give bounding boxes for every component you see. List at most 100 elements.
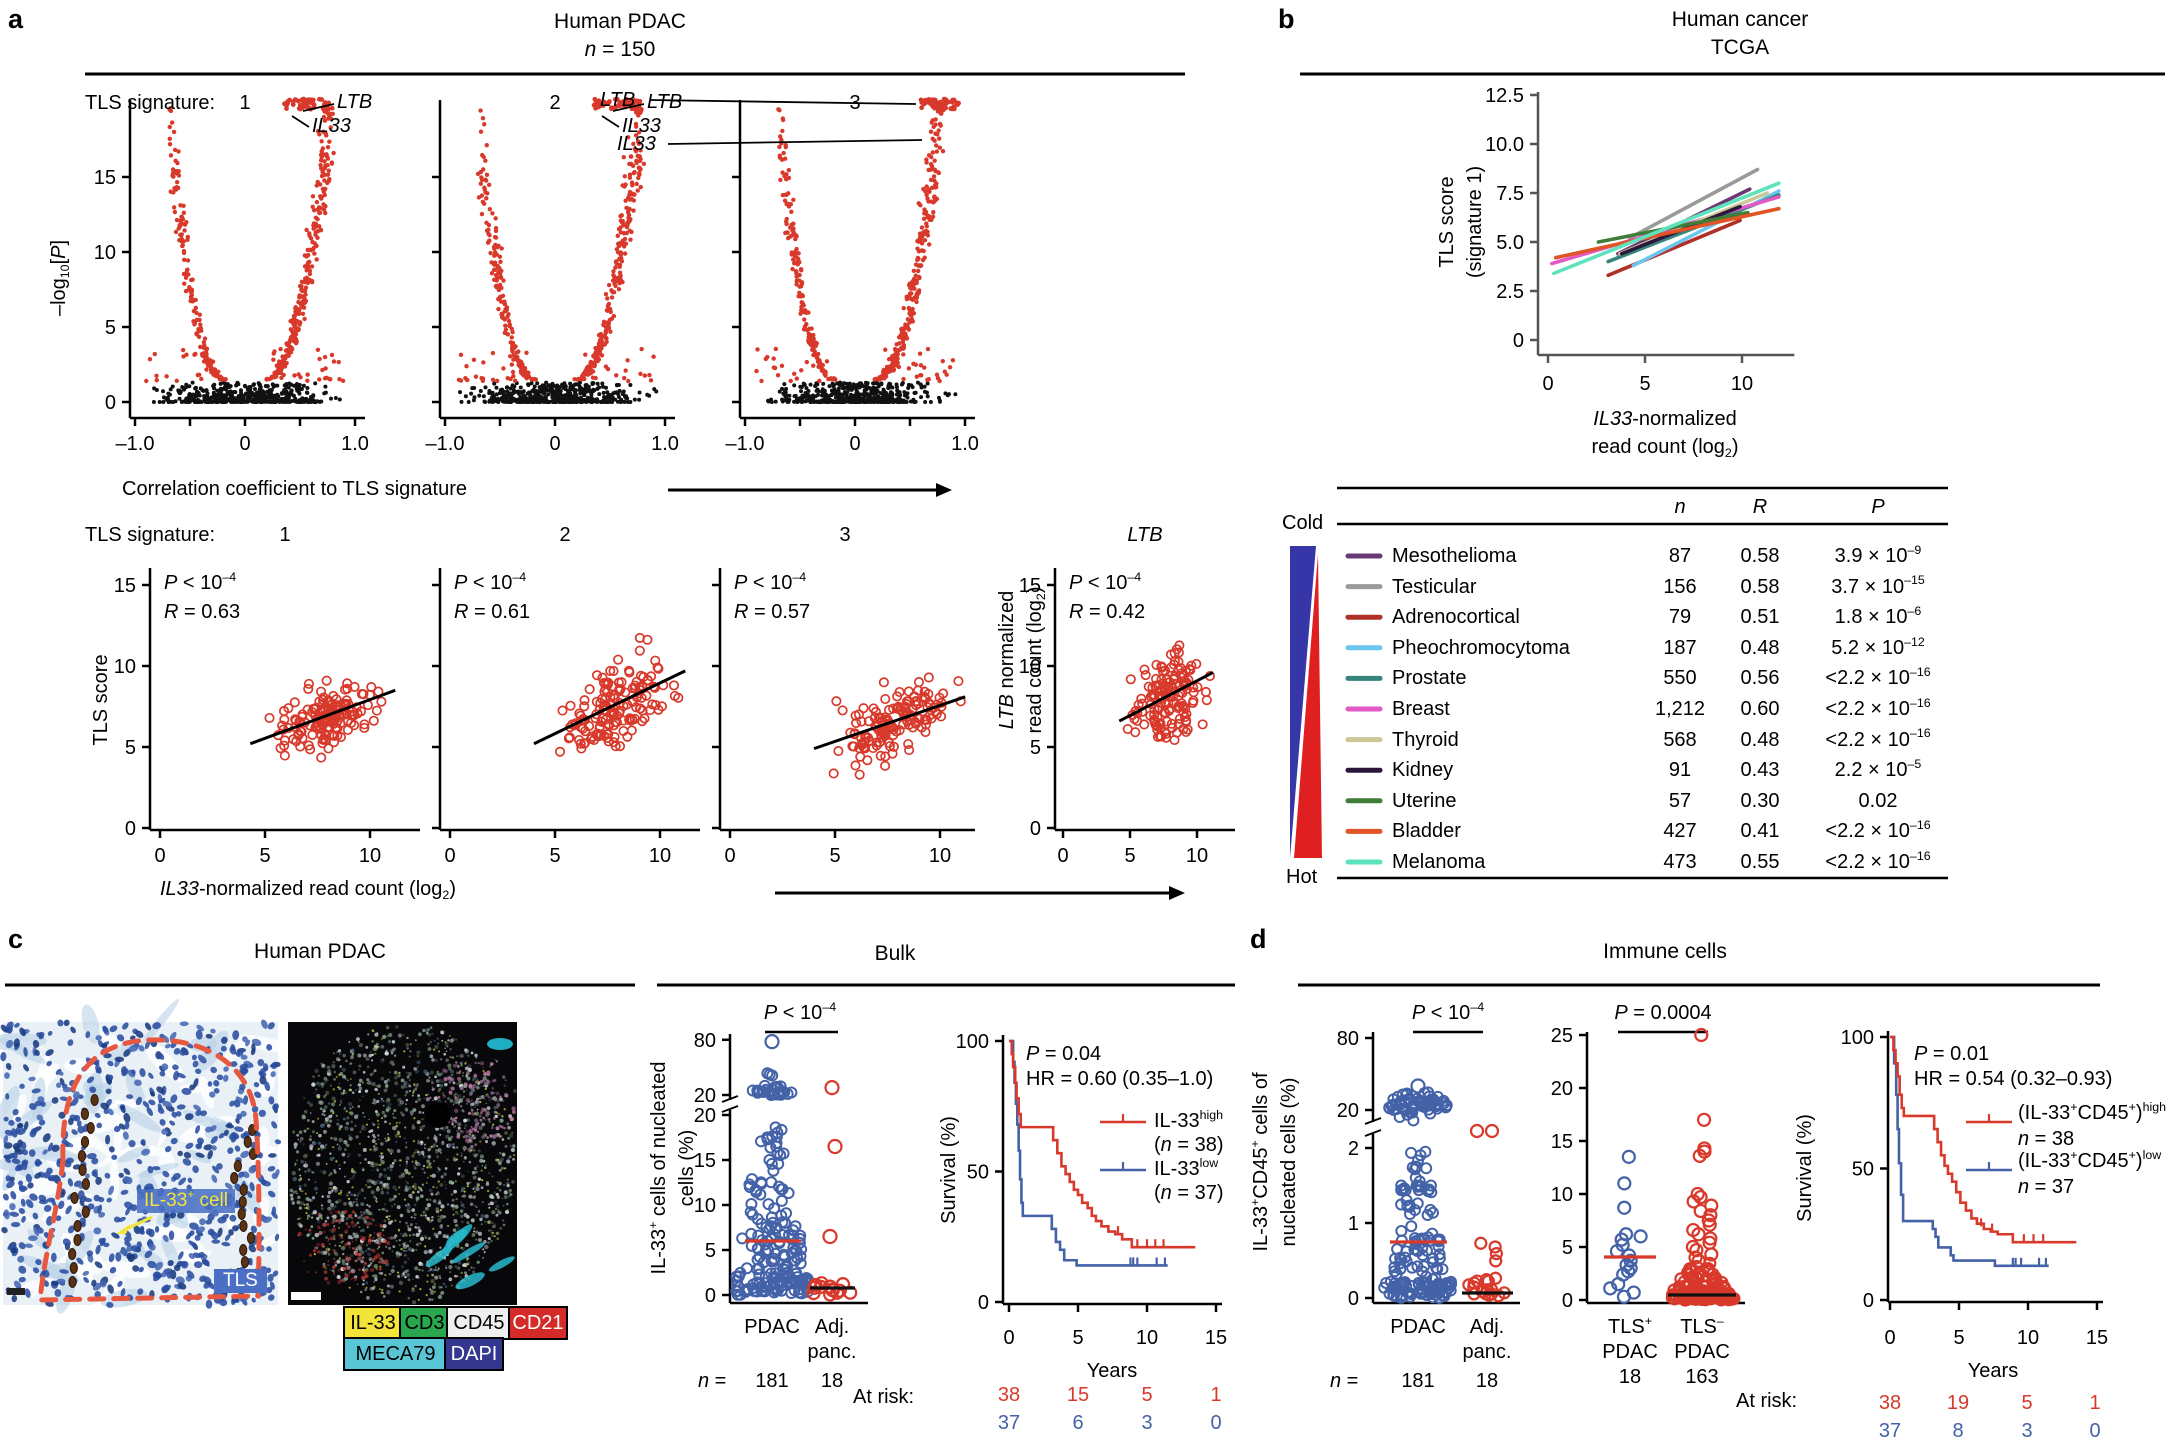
d-km-hr-value: HR = 0.54 (0.32–0.93) bbox=[1914, 1068, 2113, 1090]
at-risk-high-value: 15 bbox=[1066, 1384, 1090, 1406]
svg-text:10: 10 bbox=[1731, 373, 1753, 395]
tls-signature-1: 1 bbox=[239, 92, 251, 114]
c-km-legend-low: IL-33low bbox=[1154, 1155, 1219, 1180]
table-n-value: 87 bbox=[1668, 545, 1692, 567]
table-p-value: 5.2 × 10–12 bbox=[1831, 634, 1925, 659]
d-km-legend-high: (IL-33+CD45+)high bbox=[2018, 1099, 2166, 1124]
scatter3-p-value: P < 10–4 bbox=[734, 569, 807, 594]
stain-chip-IL-33: IL-33 bbox=[343, 1306, 403, 1340]
d-dot1-p-value: P < 10–4 bbox=[1411, 999, 1485, 1024]
c-km-p-value: P = 0.04 bbox=[1026, 1043, 1102, 1065]
table-cancer-name: Kidney bbox=[1392, 759, 1454, 782]
stain-chip-CD45: CD45 bbox=[446, 1306, 512, 1340]
svg-text:7.5: 7.5 bbox=[1496, 183, 1524, 205]
table-header-p: P bbox=[1871, 496, 1885, 518]
at-risk-high-value: 5 bbox=[2021, 1392, 2033, 1414]
table-p-value: <2.2 × 10–16 bbox=[1825, 726, 1931, 751]
c-dot-y-axis-label-2: cells (%) bbox=[676, 1129, 699, 1207]
at-risk-low-value: 3 bbox=[2021, 1420, 2033, 1442]
c-km-x-axis-label: Years bbox=[1086, 1360, 1138, 1382]
volcano-x-axis-label: Correlation coefficient to TLS signature bbox=[122, 478, 468, 500]
svg-text:5: 5 bbox=[1030, 737, 1041, 759]
svg-text:0: 0 bbox=[849, 433, 860, 455]
tls-signature-row1-label: TLS signature: bbox=[85, 92, 216, 114]
svg-text:0: 0 bbox=[105, 392, 116, 414]
il33-cell-annotation: IL-33+ cell bbox=[137, 1189, 235, 1214]
table-p-value: 1.8 × 10–6 bbox=[1834, 603, 1922, 629]
svg-text:10: 10 bbox=[114, 656, 136, 678]
table-r-value: 0.58 bbox=[1740, 575, 1780, 598]
svg-text:5: 5 bbox=[549, 845, 560, 867]
d-n-adj: 18 bbox=[1475, 1370, 1499, 1392]
d-km-y-axis-label: Survival (%) bbox=[1794, 1114, 1817, 1222]
svg-text:0: 0 bbox=[1513, 330, 1524, 352]
svg-text:10: 10 bbox=[359, 845, 381, 867]
tls-signature-row2-label: TLS signature: bbox=[85, 524, 216, 546]
svg-text:0: 0 bbox=[1030, 818, 1041, 840]
svg-text:15: 15 bbox=[94, 167, 116, 189]
panel-b-title-1: Human cancer bbox=[1671, 8, 1809, 31]
d-category-adj-2: panc. bbox=[1462, 1341, 1512, 1363]
table-r-value: 0.48 bbox=[1740, 636, 1780, 659]
panel-d-title: Immune cells bbox=[1603, 940, 1727, 963]
d-category-tls-neg-n: 163 bbox=[1685, 1366, 1719, 1388]
scatter-x-axis-label: IL33-normalized read count (log2) bbox=[160, 878, 456, 902]
svg-text:IL33: IL33 bbox=[617, 133, 656, 155]
scatter2-p-value: P < 10–4 bbox=[454, 569, 527, 594]
table-n-value: 1,212 bbox=[1654, 698, 1706, 720]
panel-c-label: c bbox=[8, 924, 24, 954]
d-category-tls-pos-1: TLS+ bbox=[1608, 1313, 1652, 1338]
svg-text:LTB: LTB bbox=[337, 91, 372, 113]
svg-text:5: 5 bbox=[259, 845, 270, 867]
c-km-legend-high: IL-33high bbox=[1154, 1107, 1224, 1132]
scatter3-r-value: R = 0.57 bbox=[734, 601, 811, 623]
stain-chip-MECA79: MECA79 bbox=[343, 1337, 448, 1371]
ltb-scatter-title: LTB bbox=[1127, 524, 1163, 546]
table-header-r: R bbox=[1752, 496, 1768, 518]
d-km-x-axis-label: Years bbox=[1967, 1360, 2019, 1382]
d-category-tls-neg-1: TLS– bbox=[1680, 1313, 1724, 1338]
scatter1-r-value: R = 0.63 bbox=[164, 601, 241, 623]
table-n-value: 550 bbox=[1663, 667, 1697, 690]
svg-text:LTB: LTB bbox=[647, 91, 682, 113]
table-cancer-name: Pheochromocytoma bbox=[1392, 636, 1570, 659]
c-n-adj: 18 bbox=[820, 1370, 844, 1392]
table-cancer-name: Thyroid bbox=[1392, 728, 1459, 751]
ltb-y-axis-label-2: read count (log2) bbox=[1024, 586, 1048, 734]
svg-text:5: 5 bbox=[125, 737, 136, 759]
d-km-legend-low: (IL-33+CD45+)low bbox=[2018, 1147, 2162, 1172]
svg-text:0: 0 bbox=[1057, 845, 1068, 867]
d-dot-y-axis-label-1: IL-33+CD45+ cells of bbox=[1247, 1072, 1273, 1252]
svg-text:2.5: 2.5 bbox=[1496, 281, 1524, 303]
d-category-pdac: PDAC bbox=[1390, 1316, 1446, 1338]
table-cancer-name: Mesothelioma bbox=[1392, 545, 1517, 567]
table-r-value: 0.41 bbox=[1740, 820, 1780, 843]
at-risk-low-value: 6 bbox=[1072, 1412, 1084, 1434]
c-km-hr-value: HR = 0.60 (0.35–1.0) bbox=[1026, 1068, 1214, 1090]
table-header-n: n bbox=[1674, 496, 1686, 518]
panel-d-label: d bbox=[1250, 924, 1267, 954]
scatter-y-axis-label: TLS score bbox=[90, 654, 113, 746]
c-n-pdac: 181 bbox=[755, 1370, 789, 1392]
cold-label: Cold bbox=[1282, 512, 1324, 534]
c-at-risk-label: At risk: bbox=[853, 1386, 915, 1408]
d-category-tls-pos-2: PDAC bbox=[1602, 1341, 1658, 1363]
c-category-pdac: PDAC bbox=[744, 1316, 800, 1338]
d-category-adj-1: Adj. bbox=[1469, 1316, 1505, 1338]
d-km-p-value: P = 0.01 bbox=[1914, 1043, 1990, 1065]
at-risk-low-value: 37 bbox=[1878, 1420, 1902, 1442]
scatter4-p-value: P < 10–4 bbox=[1069, 569, 1142, 594]
table-n-value: 91 bbox=[1668, 759, 1692, 782]
table-p-value: <2.2 × 10–16 bbox=[1825, 665, 1931, 690]
stain-chip-CD21: CD21 bbox=[508, 1306, 568, 1340]
c-km-y-axis-label: Survival (%) bbox=[938, 1116, 961, 1224]
table-p-value: 3.7 × 10–15 bbox=[1831, 573, 1925, 598]
tls-signature2-3: 3 bbox=[839, 524, 851, 546]
tls-signature2-2: 2 bbox=[559, 524, 571, 546]
table-cancer-name: Adrenocortical bbox=[1392, 606, 1520, 629]
svg-text:0: 0 bbox=[154, 845, 165, 867]
table-n-value: 156 bbox=[1663, 575, 1697, 598]
table-n-value: 187 bbox=[1663, 636, 1697, 659]
svg-text:12.5: 12.5 bbox=[1485, 85, 1524, 107]
